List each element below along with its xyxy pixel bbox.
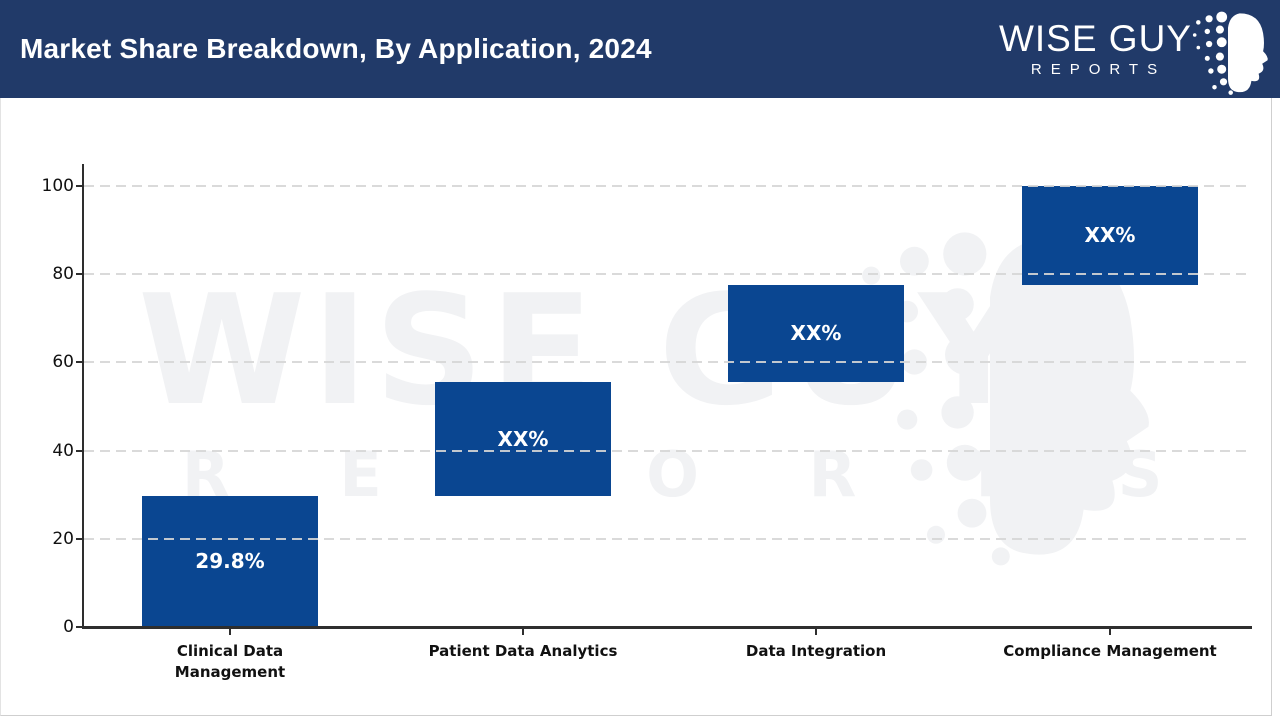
gridline — [84, 185, 1252, 187]
y-axis-tick-label: 40 — [52, 440, 74, 461]
x-axis-tick — [1109, 627, 1111, 635]
logo-text: WISE GUY REPORTS — [998, 18, 1192, 78]
logo-subtitle: REPORTS — [1030, 60, 1167, 78]
gridline — [84, 449, 1252, 452]
category-label: Data Integration — [745, 642, 887, 660]
chart-bar — [142, 495, 318, 627]
gridline — [84, 273, 1252, 276]
bar-value-label: XX% — [1084, 223, 1136, 248]
y-axis-tick-label: 80 — [52, 264, 74, 285]
logo-dotted-head-icon — [1192, 11, 1268, 95]
x-axis-tick — [815, 627, 817, 635]
x-axis-tick — [229, 627, 231, 635]
category-label: Patient Data Analytics — [428, 642, 618, 660]
y-axis-tick — [76, 361, 84, 364]
wise-guy-reports-logo: WISE GUY REPORTS — [998, 4, 1270, 96]
chart-bar — [1022, 186, 1198, 285]
bar-value-label: 29.8% — [195, 549, 265, 574]
page-title: Market Share Breakdown, By Application, … — [20, 33, 652, 64]
y-axis-tick — [76, 449, 84, 452]
y-axis-tick-label: 20 — [52, 528, 74, 549]
gridline — [84, 537, 1252, 540]
y-axis-tick — [76, 273, 84, 276]
x-axis-line — [82, 626, 1252, 629]
y-axis-tick-label: 100 — [41, 176, 74, 196]
bar-value-label: XX% — [790, 321, 842, 346]
logo-wordmark: WISE GUY — [998, 18, 1192, 59]
gridline — [84, 361, 1252, 364]
chart-bar — [435, 381, 611, 496]
y-axis-tick — [76, 537, 84, 540]
y-axis-line — [82, 164, 84, 629]
y-axis-tick — [76, 626, 84, 628]
bar-value-label: XX% — [497, 426, 549, 451]
y-axis-tick-label: 60 — [52, 352, 74, 373]
y-axis-tick-label: 0 — [63, 617, 74, 637]
chart-bar — [728, 284, 904, 382]
header-bar: Market Share Breakdown, By Application, … — [0, 0, 1280, 98]
x-axis-tick — [522, 627, 524, 635]
category-label: Clinical Data Management — [174, 642, 286, 681]
y-axis-tick — [76, 185, 84, 187]
category-label: Compliance Management — [1003, 642, 1217, 660]
